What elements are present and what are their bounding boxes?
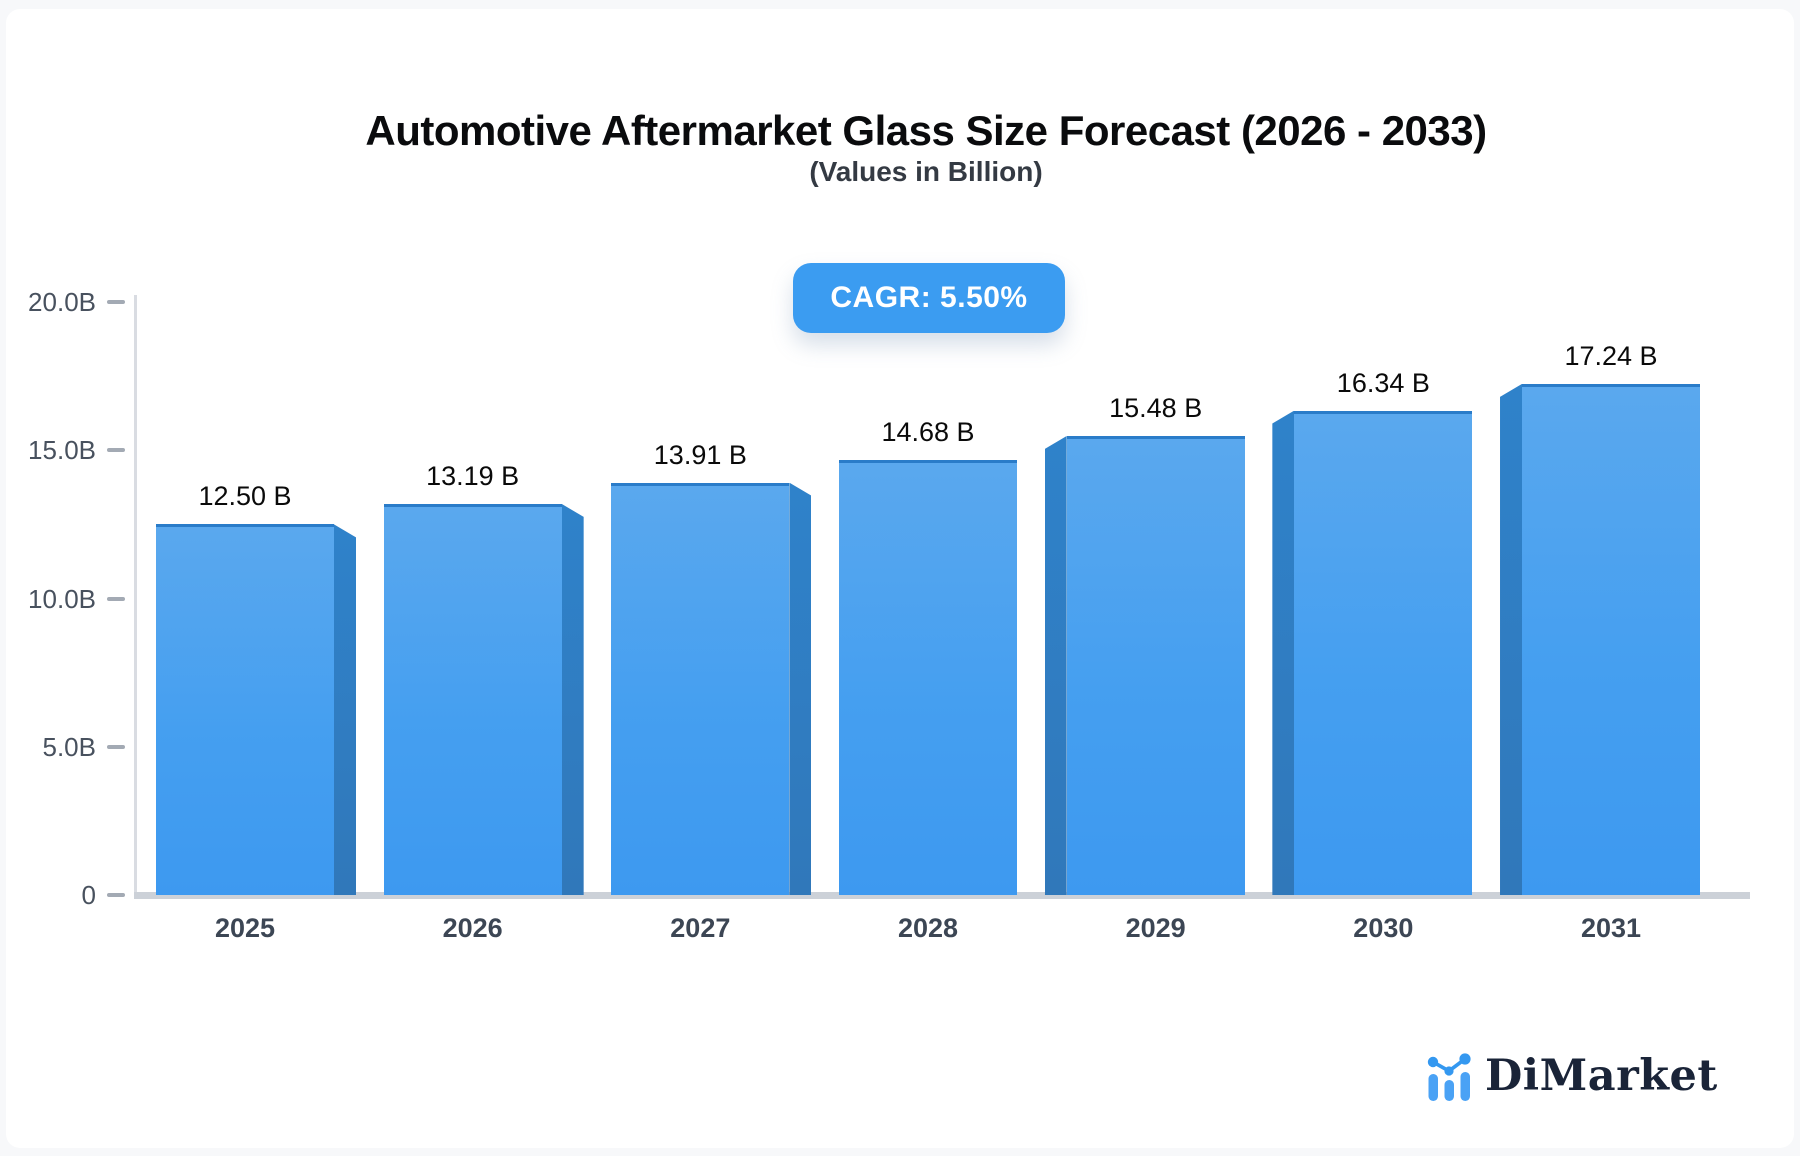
bar-2027 bbox=[611, 482, 790, 895]
bar-3d-side bbox=[1500, 383, 1523, 895]
x-axis-label-2031: 2031 bbox=[1580, 913, 1642, 943]
bar-value-label: 15.48 B bbox=[1109, 393, 1203, 424]
bar-3d-side bbox=[1044, 436, 1067, 895]
x-axis-label-2029: 2029 bbox=[1125, 913, 1186, 943]
chart-card: Automotive Aftermarket Glass Size Foreca… bbox=[6, 9, 1794, 1148]
y-axis-tick-label: 15.0B bbox=[28, 435, 96, 466]
x-axis-label-2026: 2026 bbox=[442, 913, 503, 943]
bar-2030 bbox=[1294, 410, 1473, 895]
bar-2028 bbox=[839, 459, 1017, 895]
x-axis-label-2027: 2027 bbox=[670, 913, 731, 943]
bar-3d-side bbox=[789, 482, 812, 895]
y-axis-tick-mark bbox=[107, 893, 125, 897]
y-axis-line bbox=[134, 295, 137, 896]
bar-value-label: 14.68 B bbox=[881, 416, 975, 447]
x-axis-label-2025: 2025 bbox=[214, 913, 276, 943]
bar-3d-side bbox=[561, 503, 584, 895]
cagr-badge: CAGR: 5.50% bbox=[793, 263, 1065, 333]
y-axis-tick-mark bbox=[107, 744, 125, 749]
x-axis-label-2030: 2030 bbox=[1353, 913, 1414, 943]
bar-2026 bbox=[383, 503, 562, 895]
y-axis-tick-mark bbox=[107, 448, 125, 453]
bar-2029 bbox=[1066, 436, 1245, 895]
bar-value-label: 16.34 B bbox=[1336, 367, 1430, 398]
bar-chart-plot: 0 5.0B 10.0B 15.0B 20.0B 12.50 B 2025 13.19 B 20… bbox=[6, 9, 1794, 1148]
y-axis-tick-mark bbox=[107, 596, 125, 601]
bar-value-label: 13.19 B bbox=[426, 460, 520, 491]
y-axis-tick-label: 20.0B bbox=[28, 287, 96, 317]
y-axis-tick-label: 5.0B bbox=[42, 731, 97, 762]
bar-2031 bbox=[1522, 383, 1701, 895]
y-axis-tick-label: 10.0B bbox=[28, 583, 96, 614]
bar-value-label: 13.91 B bbox=[653, 439, 747, 470]
bar-value-label: 17.24 B bbox=[1564, 340, 1658, 371]
chart-subtitle: (Values in Billion) bbox=[809, 156, 1043, 187]
x-axis-label-2028: 2028 bbox=[897, 913, 959, 943]
dimarket-logo-text: DiMarket bbox=[1485, 1051, 1718, 1101]
y-axis-tick-label: 0 bbox=[81, 880, 96, 910]
cagr-badge-label: CAGR: 5.50% bbox=[830, 281, 1028, 314]
bar-value-label: 12.50 B bbox=[198, 481, 292, 512]
y-axis-tick-mark bbox=[107, 300, 125, 304]
bar-3d-side bbox=[1272, 410, 1295, 895]
bar-3d-side bbox=[334, 524, 356, 895]
dimarket-logo-icon bbox=[1427, 1053, 1471, 1101]
chart-title: Automotive Aftermarket Glass Size Foreca… bbox=[365, 107, 1487, 154]
bar-2025 bbox=[156, 524, 334, 895]
dimarket-logo: DiMarket bbox=[1424, 1047, 1718, 1101]
x-axis-baseline bbox=[134, 892, 1750, 899]
